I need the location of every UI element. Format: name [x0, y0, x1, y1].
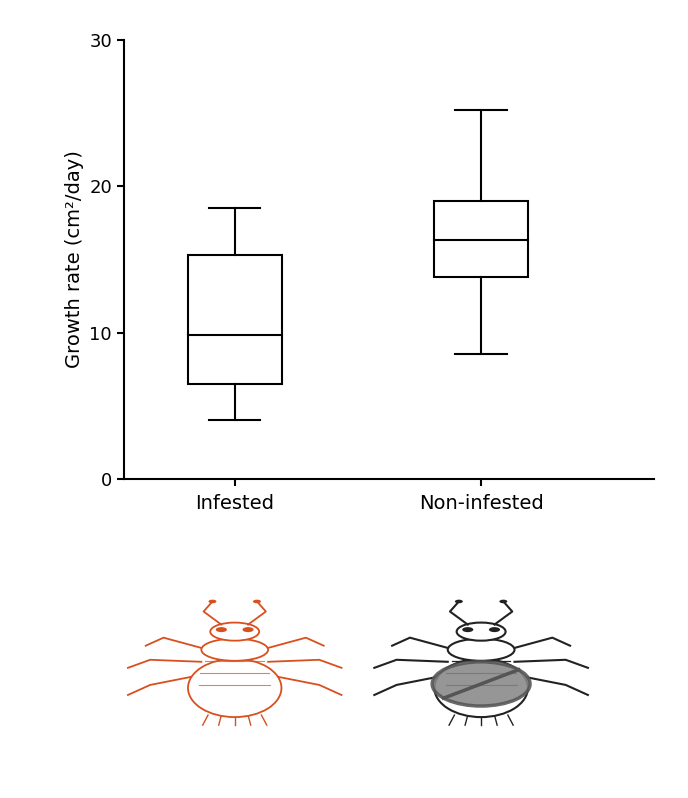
Ellipse shape — [202, 638, 268, 661]
Ellipse shape — [448, 638, 515, 661]
Circle shape — [499, 599, 507, 603]
Bar — [188, 255, 281, 384]
Circle shape — [462, 627, 473, 632]
Ellipse shape — [211, 622, 259, 641]
Circle shape — [489, 627, 500, 632]
Y-axis label: Growth rate (cm²/day): Growth rate (cm²/day) — [65, 150, 84, 369]
Bar — [434, 201, 528, 277]
Ellipse shape — [457, 622, 506, 641]
Circle shape — [208, 599, 217, 603]
Ellipse shape — [434, 659, 528, 717]
Circle shape — [242, 627, 254, 632]
Circle shape — [216, 627, 227, 632]
Circle shape — [432, 662, 530, 706]
Circle shape — [253, 599, 261, 603]
Ellipse shape — [188, 659, 281, 717]
Circle shape — [455, 599, 463, 603]
